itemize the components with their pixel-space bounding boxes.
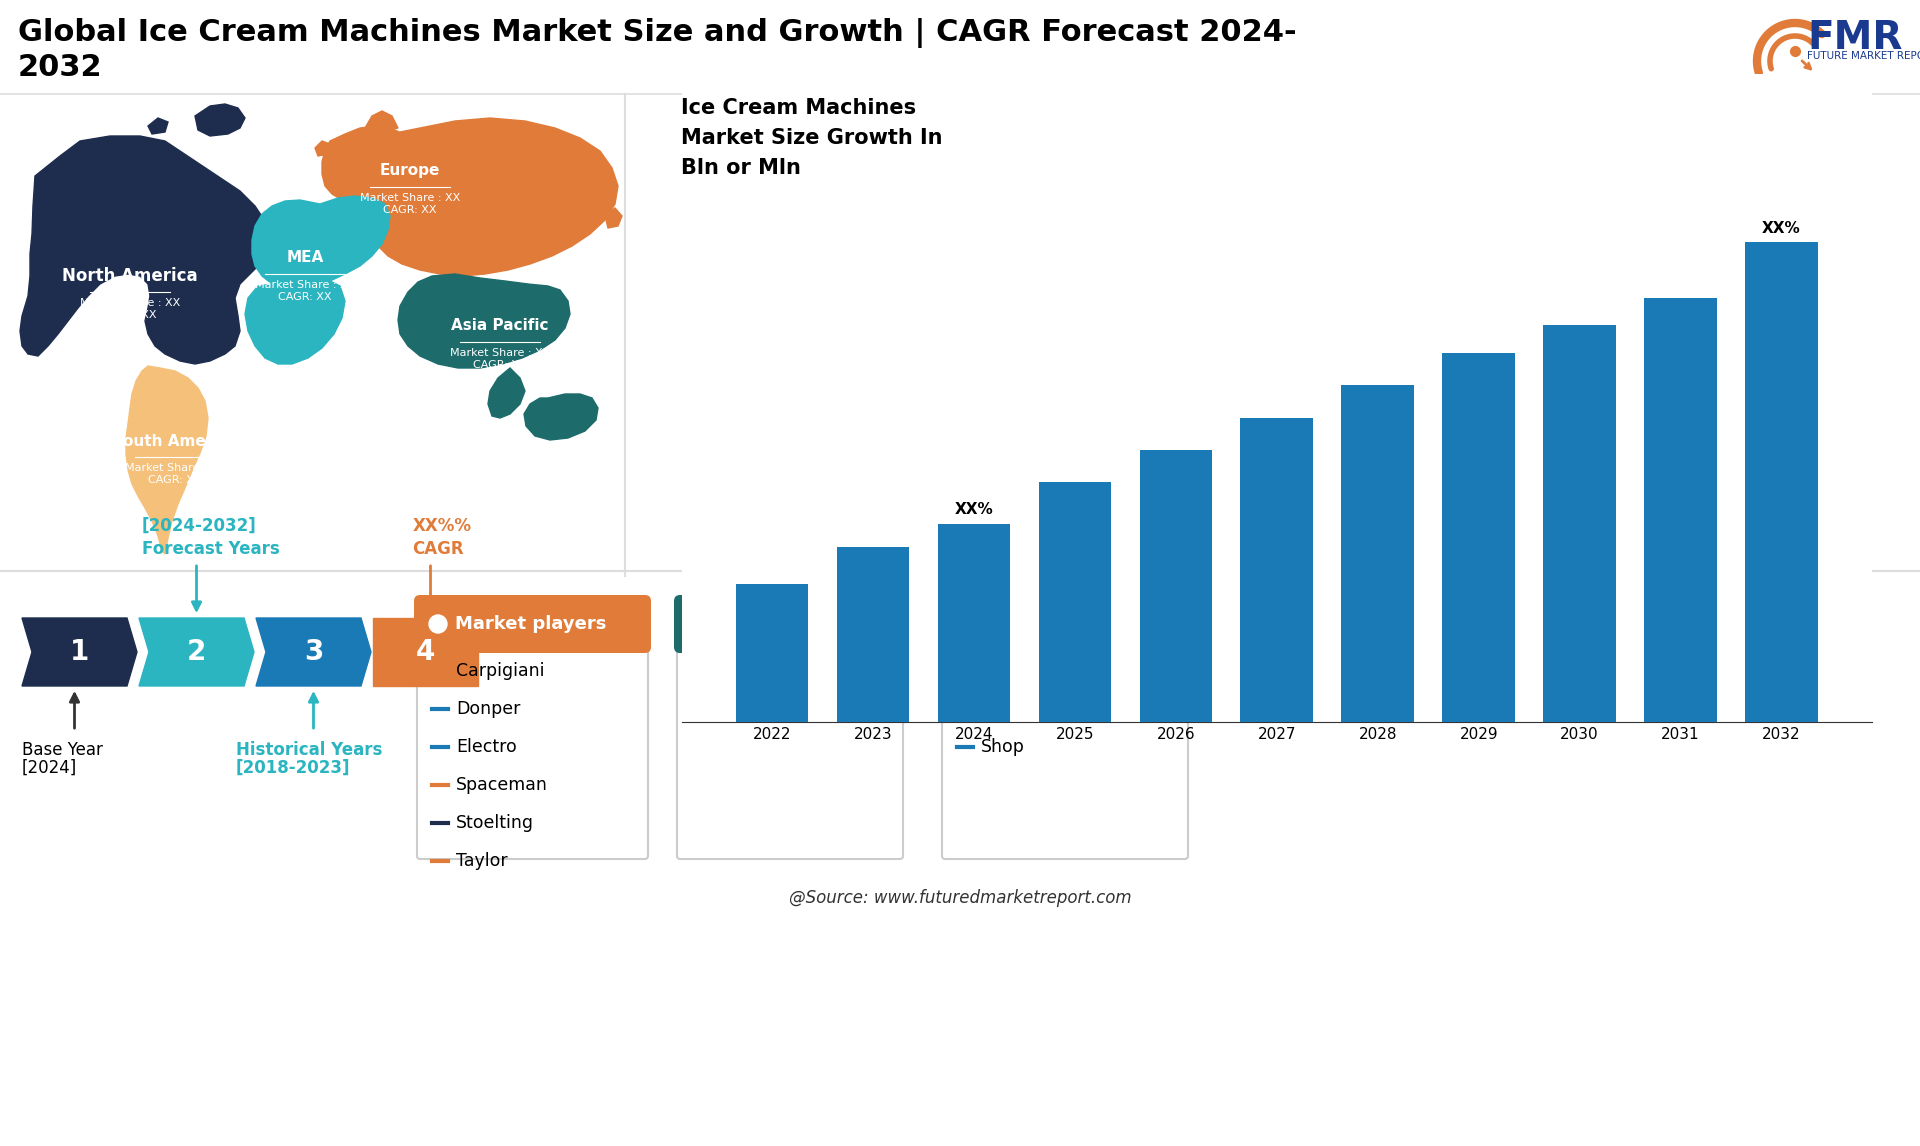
Text: Historical Years: Historical Years: [236, 741, 382, 759]
Text: Hard: Hard: [716, 662, 758, 680]
Text: 2: 2: [186, 638, 205, 666]
Text: 2032: 2032: [17, 53, 102, 83]
Bar: [1139, 450, 1212, 722]
Text: Asia Pacific: Asia Pacific: [451, 319, 549, 333]
FancyBboxPatch shape: [417, 646, 649, 860]
Text: Electro: Electro: [457, 738, 516, 756]
Polygon shape: [323, 126, 420, 204]
Circle shape: [689, 615, 707, 633]
Text: Market Share : XX: Market Share : XX: [125, 463, 225, 473]
Text: FUTURE MARKET REPORT: FUTURE MARKET REPORT: [1807, 52, 1920, 61]
Polygon shape: [252, 196, 390, 288]
Polygon shape: [372, 618, 478, 686]
FancyBboxPatch shape: [674, 595, 906, 653]
FancyBboxPatch shape: [415, 595, 651, 653]
Text: XX%: XX%: [1763, 221, 1801, 236]
Text: Soft: Soft: [716, 700, 751, 719]
Text: Market Share : XX: Market Share : XX: [449, 348, 551, 358]
Bar: [1342, 385, 1415, 722]
Text: North America: North America: [61, 267, 198, 285]
Text: Shop: Shop: [981, 738, 1025, 756]
Bar: [1442, 353, 1515, 722]
Text: [2018-2023]: [2018-2023]: [236, 759, 351, 777]
Bar: [937, 524, 1010, 722]
Text: Europe: Europe: [380, 164, 440, 179]
Polygon shape: [605, 209, 622, 228]
Text: By type: By type: [714, 615, 793, 633]
Text: FMR: FMR: [1807, 19, 1903, 57]
Polygon shape: [19, 136, 271, 364]
Bar: [1240, 417, 1313, 722]
Circle shape: [954, 615, 972, 633]
Text: MEA: MEA: [286, 251, 324, 266]
Text: South America: South America: [111, 433, 238, 448]
Polygon shape: [138, 618, 253, 686]
Polygon shape: [196, 104, 246, 136]
Text: Stoelting: Stoelting: [457, 814, 534, 832]
Text: CAGR: XX: CAGR: XX: [104, 311, 157, 320]
Text: Ice Cream Machines
Market Size Growth In
Bln or Mln: Ice Cream Machines Market Size Growth In…: [682, 99, 943, 178]
FancyBboxPatch shape: [939, 595, 1190, 653]
Text: Global Ice Cream Machines Market Size and Growth | CAGR Forecast 2024-: Global Ice Cream Machines Market Size an…: [17, 18, 1296, 48]
Polygon shape: [397, 274, 570, 368]
Text: [2024]: [2024]: [21, 759, 77, 777]
Bar: [1745, 242, 1818, 722]
Text: CAGR: XX: CAGR: XX: [384, 205, 436, 215]
Polygon shape: [21, 618, 136, 686]
Text: Base Year: Base Year: [21, 741, 104, 759]
Text: Carpigiani: Carpigiani: [457, 662, 545, 680]
Text: CAGR: CAGR: [413, 540, 465, 558]
Text: Market players: Market players: [455, 615, 607, 633]
Text: Market Share : XX: Market Share : XX: [255, 280, 355, 290]
Text: By application: By application: [979, 615, 1123, 633]
Text: XX%%: XX%%: [413, 517, 472, 535]
Polygon shape: [148, 118, 169, 134]
Text: XX%: XX%: [954, 502, 993, 518]
FancyBboxPatch shape: [943, 646, 1188, 860]
Bar: [735, 583, 808, 722]
Text: Spaceman: Spaceman: [457, 776, 547, 794]
Text: 4: 4: [417, 638, 436, 666]
Text: Entertainment: Entertainment: [981, 700, 1106, 719]
Polygon shape: [127, 366, 207, 554]
Text: [2024-2032]: [2024-2032]: [142, 517, 255, 535]
Polygon shape: [255, 618, 371, 686]
Text: @Source: www.futuredmarketreport.com: @Source: www.futuredmarketreport.com: [789, 889, 1131, 906]
Polygon shape: [315, 141, 330, 156]
Text: Market Share : XX: Market Share : XX: [359, 193, 461, 203]
Text: Donper: Donper: [457, 700, 520, 719]
Polygon shape: [524, 394, 597, 440]
Text: 3: 3: [303, 638, 323, 666]
Polygon shape: [246, 281, 346, 364]
Polygon shape: [371, 118, 618, 276]
Polygon shape: [488, 368, 524, 418]
Text: Catering: Catering: [981, 662, 1056, 680]
Text: 1: 1: [69, 638, 88, 666]
Text: CAGR: XX: CAGR: XX: [278, 292, 332, 303]
Bar: [1644, 298, 1716, 722]
Bar: [837, 547, 910, 722]
Text: Market Share : XX: Market Share : XX: [81, 298, 180, 308]
Text: Forecast Years: Forecast Years: [142, 540, 278, 558]
Text: CAGR: XX: CAGR: XX: [472, 360, 526, 370]
Bar: [1544, 325, 1617, 722]
FancyBboxPatch shape: [678, 646, 902, 860]
Bar: [1039, 482, 1112, 722]
Text: CAGR: XX: CAGR: XX: [148, 474, 202, 485]
Text: Taylor: Taylor: [457, 851, 507, 870]
Polygon shape: [365, 111, 397, 132]
Circle shape: [428, 615, 447, 633]
